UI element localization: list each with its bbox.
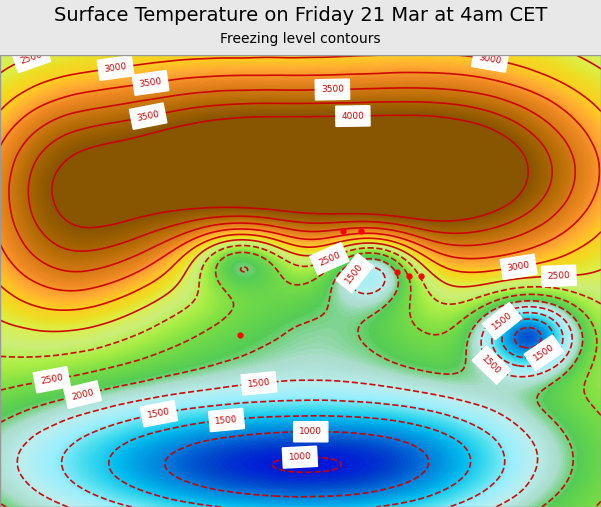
- Text: 1500: 1500: [480, 354, 503, 376]
- Text: 1500: 1500: [215, 414, 239, 425]
- Text: 1000: 1000: [299, 427, 322, 436]
- Text: 2000: 2000: [70, 387, 95, 402]
- Text: 2500: 2500: [40, 373, 64, 386]
- Text: 1500: 1500: [532, 343, 556, 363]
- Text: 1500: 1500: [147, 407, 171, 420]
- Text: 3500: 3500: [321, 85, 344, 94]
- Text: 1500: 1500: [247, 378, 271, 389]
- Text: 2500: 2500: [19, 50, 43, 65]
- Text: Freezing level contours: Freezing level contours: [220, 32, 381, 47]
- Text: 2500: 2500: [548, 271, 570, 281]
- Text: 1500: 1500: [344, 262, 365, 285]
- Text: 3000: 3000: [507, 261, 531, 273]
- Text: 3500: 3500: [139, 77, 162, 89]
- Text: 2500: 2500: [317, 250, 342, 267]
- Text: 3500: 3500: [136, 110, 160, 123]
- Text: 3000: 3000: [478, 53, 502, 66]
- Text: 1000: 1000: [288, 452, 311, 462]
- Text: Surface Temperature on Friday 21 Mar at 4am CET: Surface Temperature on Friday 21 Mar at …: [54, 6, 547, 25]
- Text: 3000: 3000: [103, 62, 127, 74]
- Text: 1500: 1500: [490, 310, 514, 332]
- Text: 4000: 4000: [341, 112, 364, 121]
